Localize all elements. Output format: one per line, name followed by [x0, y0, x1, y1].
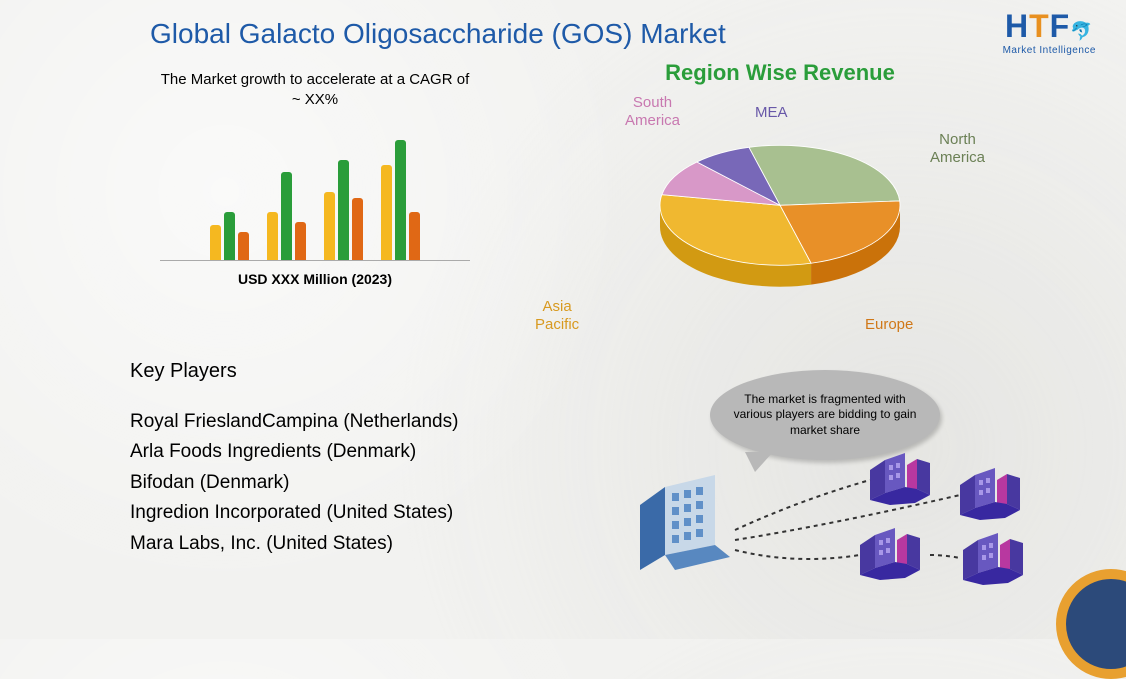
- bar: [352, 198, 363, 260]
- pie-slice-label: MEA: [755, 104, 788, 122]
- bar-chart-section: The Market growth to accelerate at a CAG…: [160, 70, 470, 287]
- pie-slice-label: SouthAmerica: [625, 94, 680, 130]
- bar: [409, 212, 420, 260]
- bar-group: [267, 172, 306, 260]
- bar-chart-caption: USD XXX Million (2023): [160, 271, 470, 287]
- player-item: Royal FrieslandCampina (Netherlands): [130, 407, 550, 437]
- player-item: Mara Labs, Inc. (United States): [130, 529, 550, 559]
- pie-slice-label: AsiaPacific: [535, 298, 579, 334]
- small-building-icon: [855, 520, 925, 580]
- pie-chart-section: Region Wise Revenue NorthAmerica Europe As…: [530, 60, 1030, 346]
- logo-text: HTF🐬: [1003, 8, 1096, 45]
- bar: [267, 212, 278, 260]
- speech-bubble-text: The market is fragmented with various pl…: [730, 392, 920, 439]
- bar: [324, 192, 335, 260]
- pie-slice-label: Europe: [865, 316, 913, 334]
- pie-chart-title: Region Wise Revenue: [530, 60, 1030, 86]
- corner-decoration: [1056, 569, 1126, 679]
- logo-subtext: Market Intelligence: [1003, 45, 1096, 56]
- player-item: Ingredion Incorporated (United States): [130, 498, 550, 528]
- player-item: Arla Foods Ingredients (Denmark): [130, 437, 550, 467]
- small-building-icon: [958, 525, 1028, 585]
- bar-chart-title: The Market growth to accelerate at a CAG…: [160, 70, 470, 109]
- bar: [395, 140, 406, 260]
- bar: [338, 160, 349, 260]
- pie-slice-label: NorthAmerica: [930, 131, 985, 167]
- bar: [238, 232, 249, 260]
- bar: [210, 225, 221, 260]
- small-building-icon: [865, 445, 935, 505]
- player-item: Bifodan (Denmark): [130, 468, 550, 498]
- small-building-icon: [955, 460, 1025, 520]
- bar-group: [381, 140, 420, 260]
- page-title: Global Galacto Oligosaccharide (GOS) Mar…: [150, 18, 726, 50]
- bar-group: [324, 160, 363, 260]
- bar-chart: [160, 121, 470, 261]
- players-heading: Key Players: [130, 360, 550, 383]
- key-players-section: Key Players Royal FrieslandCampina (Neth…: [130, 360, 550, 559]
- pie-3d-svg: [630, 141, 930, 291]
- pie-chart: NorthAmerica Europe AsiaPacific SouthAmeric…: [530, 86, 1030, 346]
- bar: [281, 172, 292, 260]
- big-building-icon: [640, 475, 730, 570]
- players-list: Royal FrieslandCampina (Netherlands)Arla…: [130, 407, 550, 559]
- bar: [381, 165, 392, 260]
- brand-logo: HTF🐬 Market Intelligence: [1003, 8, 1096, 56]
- bar: [295, 222, 306, 260]
- fragment-diagram: The market is fragmented with various pl…: [600, 370, 1060, 600]
- bar-group: [210, 212, 249, 260]
- bar: [224, 212, 235, 260]
